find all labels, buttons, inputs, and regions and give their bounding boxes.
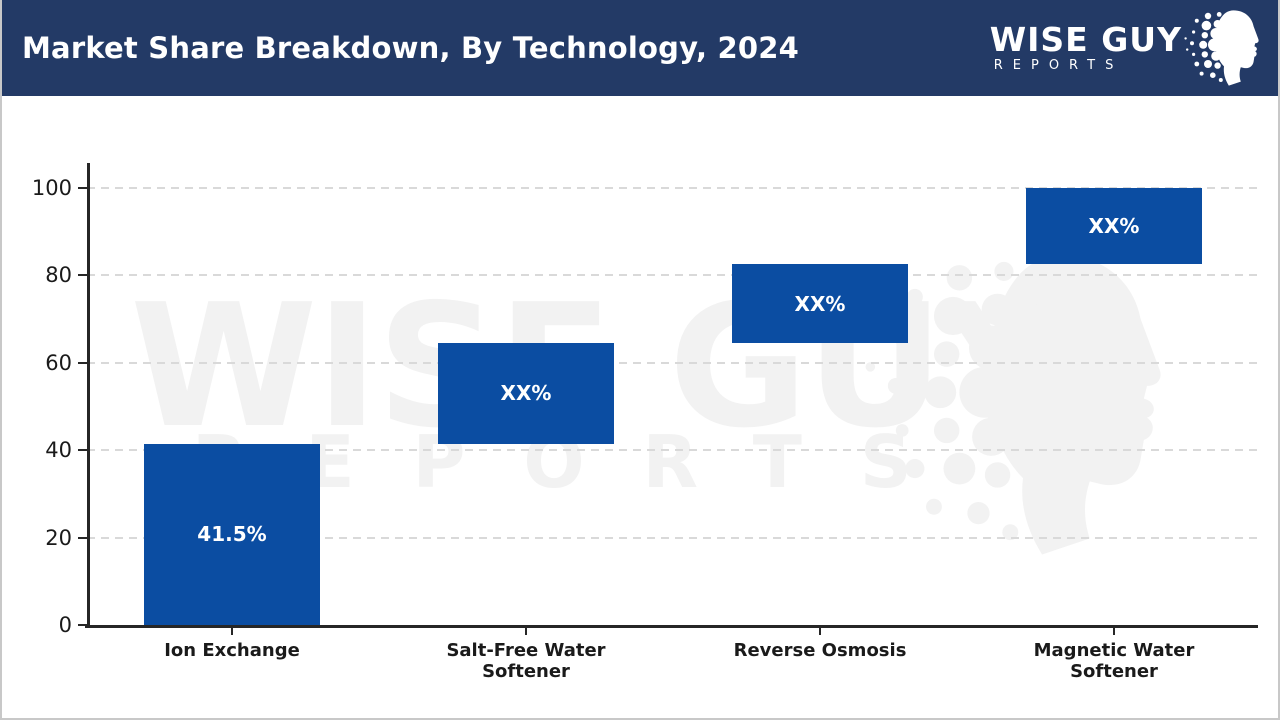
y-tick-label: 60 — [45, 350, 72, 375]
category-label: Ion Exchange — [164, 640, 300, 661]
y-axis-tick — [78, 187, 87, 189]
category-label: Magnetic Water Softener — [1033, 640, 1195, 682]
logo-wordmark: WISE GUY — [989, 20, 1182, 59]
logo-text: WISE GUY REPORTS — [990, 22, 1182, 74]
y-tick-label: 20 — [45, 525, 72, 550]
bar-value-label: XX% — [500, 381, 552, 406]
x-axis-tick — [231, 627, 233, 635]
bar-value-label: XX% — [1088, 214, 1140, 239]
gridline — [87, 536, 1257, 539]
bar-value-label: 41.5% — [197, 522, 267, 547]
y-tick-label: 40 — [45, 438, 72, 463]
y-axis — [87, 163, 90, 628]
x-axis-tick — [819, 627, 821, 635]
watermark-head-icon — [865, 255, 1161, 555]
bar: XX% — [732, 264, 908, 344]
y-tick-label: 80 — [45, 263, 72, 288]
chart-area: WISE GUY REPORTS 0 20 40 60 80 100 41.5% Ion Ex… — [2, 96, 1278, 718]
gridline — [87, 187, 1257, 189]
header-bar: Market Share Breakdown, By Technology, 2… — [2, 0, 1278, 96]
category-label: Salt-Free Water Softener — [446, 640, 606, 682]
y-axis-tick — [78, 274, 87, 277]
logo-subtext: REPORTS — [993, 58, 1124, 73]
gridline — [87, 361, 1257, 364]
y-axis-tick — [78, 624, 87, 626]
y-axis-tick — [78, 449, 87, 452]
gridline — [87, 274, 1257, 277]
bar: 41.5% — [144, 443, 320, 625]
bar: XX% — [438, 343, 614, 444]
y-axis-tick — [78, 361, 87, 364]
wiseguy-logo: WISE GUY REPORTS — [990, 6, 1264, 90]
logo-head-icon — [1184, 10, 1259, 86]
x-axis — [85, 625, 1258, 628]
x-axis-tick — [1113, 627, 1115, 635]
gridline — [87, 449, 1257, 452]
page-title: Market Share Breakdown, By Technology, 2… — [22, 31, 800, 65]
x-axis-tick — [525, 627, 527, 635]
y-tick-label: 0 — [58, 613, 72, 637]
bar: XX% — [1026, 188, 1202, 265]
y-axis-tick — [78, 536, 87, 539]
bar-value-label: XX% — [794, 291, 846, 316]
category-label: Reverse Osmosis — [733, 640, 907, 661]
y-tick-label: 100 — [31, 176, 72, 200]
